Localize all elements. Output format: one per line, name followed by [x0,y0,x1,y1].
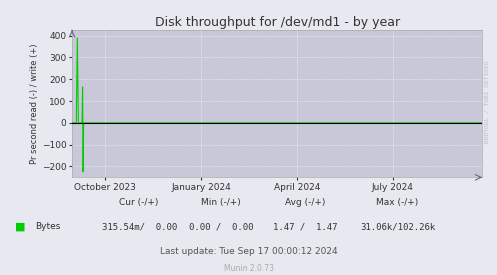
Text: Cur (-/+): Cur (-/+) [119,198,159,207]
Title: Disk throughput for /dev/md1 - by year: Disk throughput for /dev/md1 - by year [155,16,400,29]
Text: Avg (-/+): Avg (-/+) [285,198,326,207]
Text: Last update: Tue Sep 17 00:00:12 2024: Last update: Tue Sep 17 00:00:12 2024 [160,247,337,256]
Text: 315.54m/  0.00: 315.54m/ 0.00 [101,222,177,231]
Text: Munin 2.0.73: Munin 2.0.73 [224,265,273,273]
Text: Min (-/+): Min (-/+) [201,198,241,207]
Text: ■: ■ [15,222,25,232]
Text: RRDTOOL / TOBI OETIKER: RRDTOOL / TOBI OETIKER [485,60,490,143]
Text: 1.47 /  1.47: 1.47 / 1.47 [273,222,338,231]
Text: 0.00 /  0.00: 0.00 / 0.00 [189,222,253,231]
Y-axis label: Pr second read (-) / write (+): Pr second read (-) / write (+) [30,43,39,164]
Text: Max (-/+): Max (-/+) [376,198,419,207]
Text: 31.06k/102.26k: 31.06k/102.26k [360,222,435,231]
Text: Bytes: Bytes [35,222,60,231]
